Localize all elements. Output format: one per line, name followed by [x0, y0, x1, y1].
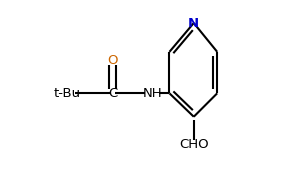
Text: N: N [188, 16, 199, 29]
Text: NH: NH [143, 87, 162, 100]
Text: O: O [108, 54, 118, 67]
Text: t-Bu: t-Bu [53, 87, 80, 100]
Text: CHO: CHO [179, 138, 209, 151]
Text: C: C [108, 87, 117, 100]
